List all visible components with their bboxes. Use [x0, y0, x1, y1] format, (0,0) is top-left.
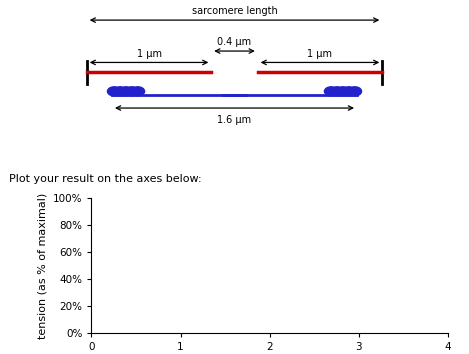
- Ellipse shape: [131, 87, 144, 96]
- Ellipse shape: [113, 87, 127, 96]
- Text: 1.6 μm: 1.6 μm: [218, 115, 251, 125]
- Ellipse shape: [342, 87, 356, 96]
- Text: Plot your result on the axes below:: Plot your result on the axes below:: [9, 174, 202, 184]
- Ellipse shape: [107, 87, 121, 96]
- Text: 0.4 μm: 0.4 μm: [218, 37, 251, 47]
- Ellipse shape: [348, 87, 362, 96]
- Ellipse shape: [325, 87, 338, 96]
- Text: sarcomere length: sarcomere length: [192, 6, 277, 16]
- Text: 1 μm: 1 μm: [136, 49, 161, 59]
- Ellipse shape: [336, 87, 350, 96]
- Text: 1 μm: 1 μm: [308, 49, 333, 59]
- Ellipse shape: [119, 87, 133, 96]
- Y-axis label: tension (as % of maximal): tension (as % of maximal): [38, 192, 47, 339]
- Ellipse shape: [125, 87, 139, 96]
- Ellipse shape: [330, 87, 344, 96]
